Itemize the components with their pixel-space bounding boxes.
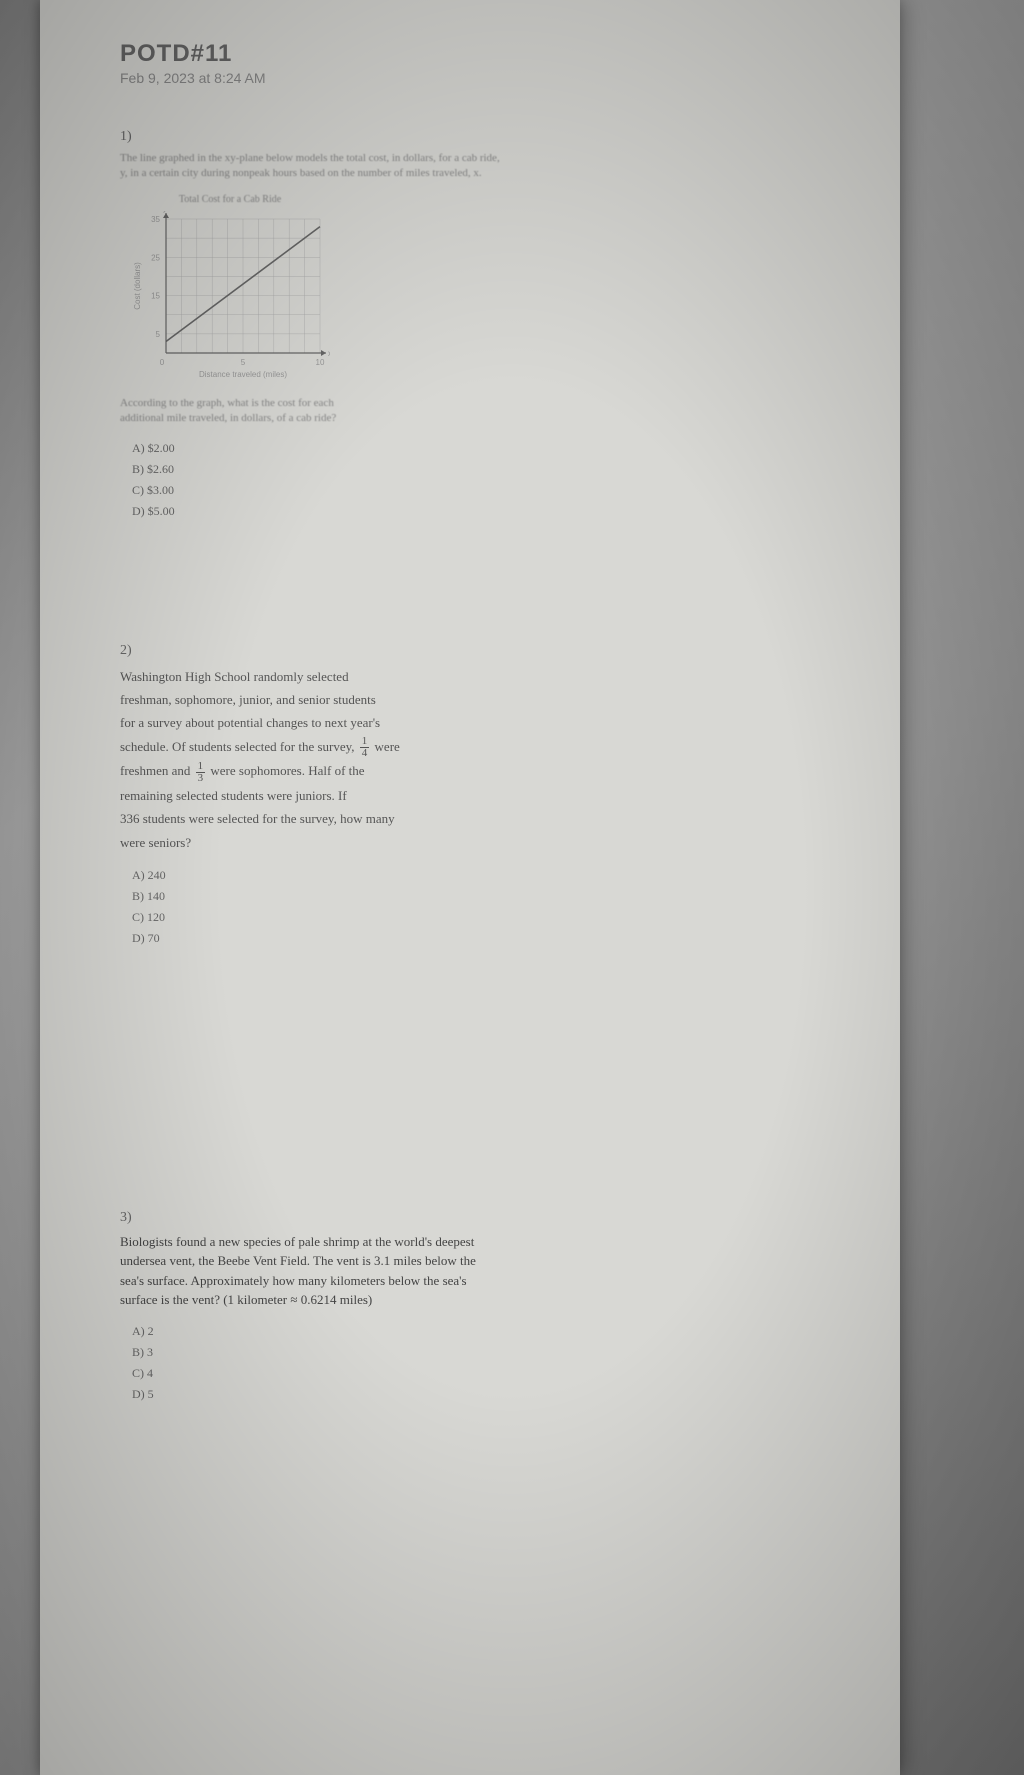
page-header: POTD#11 Feb 9, 2023 at 8:24 AM: [120, 40, 840, 86]
option-c: C) $3.00: [120, 481, 500, 499]
option-b: B) 140: [120, 887, 500, 905]
text-span: were: [371, 739, 400, 754]
option-a: A) 240: [120, 866, 500, 884]
svg-text:5: 5: [241, 358, 246, 367]
chart-title: Total Cost for a Cab Ride: [130, 192, 330, 207]
svg-text:Cost (dollars): Cost (dollars): [133, 262, 142, 310]
text-line: schedule. Of students selected for the s…: [120, 735, 500, 760]
text-line: were seniors?: [120, 831, 500, 854]
line-chart: 5 15 25 35 0 5 10x y Distance traveled (miles) Co…: [130, 211, 330, 381]
option-a: A) 2: [120, 1322, 500, 1340]
answer-options: A) 240 B) 140 C) 120 D) 70: [120, 866, 500, 947]
denominator: 4: [360, 748, 370, 759]
question-text: Washington High School randomly selected…: [120, 665, 500, 854]
text-line: 336 students were selected for the surve…: [120, 807, 500, 830]
fraction: 14: [360, 736, 370, 759]
option-d: D) 70: [120, 929, 500, 947]
svg-text:5: 5: [156, 330, 161, 339]
text-span: schedule. Of students selected for the s…: [120, 739, 358, 754]
question-number: 2): [120, 640, 500, 661]
denominator: 3: [196, 773, 206, 784]
text-line: Washington High School randomly selected: [120, 665, 500, 688]
svg-text:x: x: [328, 349, 330, 358]
option-b: B) $2.60: [120, 460, 500, 478]
option-c: C) 120: [120, 908, 500, 926]
option-b: B) 3: [120, 1343, 500, 1361]
question-1: 1) The line graphed in the xy-plane belo…: [120, 126, 500, 520]
fraction: 13: [196, 761, 206, 784]
numerator: 1: [196, 761, 206, 773]
question-text: Biologists found a new species of pale s…: [120, 1232, 500, 1310]
question-number: 1): [120, 126, 500, 147]
question-number: 3): [120, 1207, 500, 1228]
text-span: freshmen and: [120, 763, 194, 778]
question-2: 2) Washington High School randomly selec…: [120, 640, 500, 947]
text-line: remaining selected students were juniors…: [120, 784, 500, 807]
page-date: Feb 9, 2023 at 8:24 AM: [120, 70, 840, 86]
question-3: 3) Biologists found a new species of pal…: [120, 1207, 500, 1403]
page-title: POTD#11: [120, 40, 840, 68]
chart-container: Total Cost for a Cab Ride 5 15 25 35 0 5 10x y D…: [130, 192, 500, 388]
answer-options: A) 2 B) 3 C) 4 D) 5: [120, 1322, 500, 1403]
question-intro: The line graphed in the xy-plane below m…: [120, 151, 500, 182]
svg-text:10: 10: [316, 358, 325, 367]
option-c: C) 4: [120, 1364, 500, 1382]
answer-options: A) $2.00 B) $2.60 C) $3.00 D) $5.00: [120, 439, 500, 520]
svg-text:y: y: [163, 211, 167, 213]
text-line: freshman, sophomore, junior, and senior …: [120, 688, 500, 711]
question-caption: According to the graph, what is the cost…: [120, 396, 380, 427]
svg-text:35: 35: [151, 215, 160, 224]
option-d: D) 5: [120, 1385, 500, 1403]
text-line: for a survey about potential changes to …: [120, 711, 500, 734]
option-a: A) $2.00: [120, 439, 500, 457]
worksheet-page: POTD#11 Feb 9, 2023 at 8:24 AM 1) The li…: [40, 0, 900, 1775]
svg-text:15: 15: [151, 291, 160, 300]
svg-text:Distance traveled (miles): Distance traveled (miles): [199, 370, 287, 379]
text-span: were sophomores. Half of the: [207, 763, 364, 778]
option-d: D) $5.00: [120, 502, 500, 520]
svg-text:25: 25: [151, 253, 160, 262]
svg-text:0: 0: [160, 358, 165, 367]
text-line: freshmen and 13 were sophomores. Half of…: [120, 759, 500, 784]
